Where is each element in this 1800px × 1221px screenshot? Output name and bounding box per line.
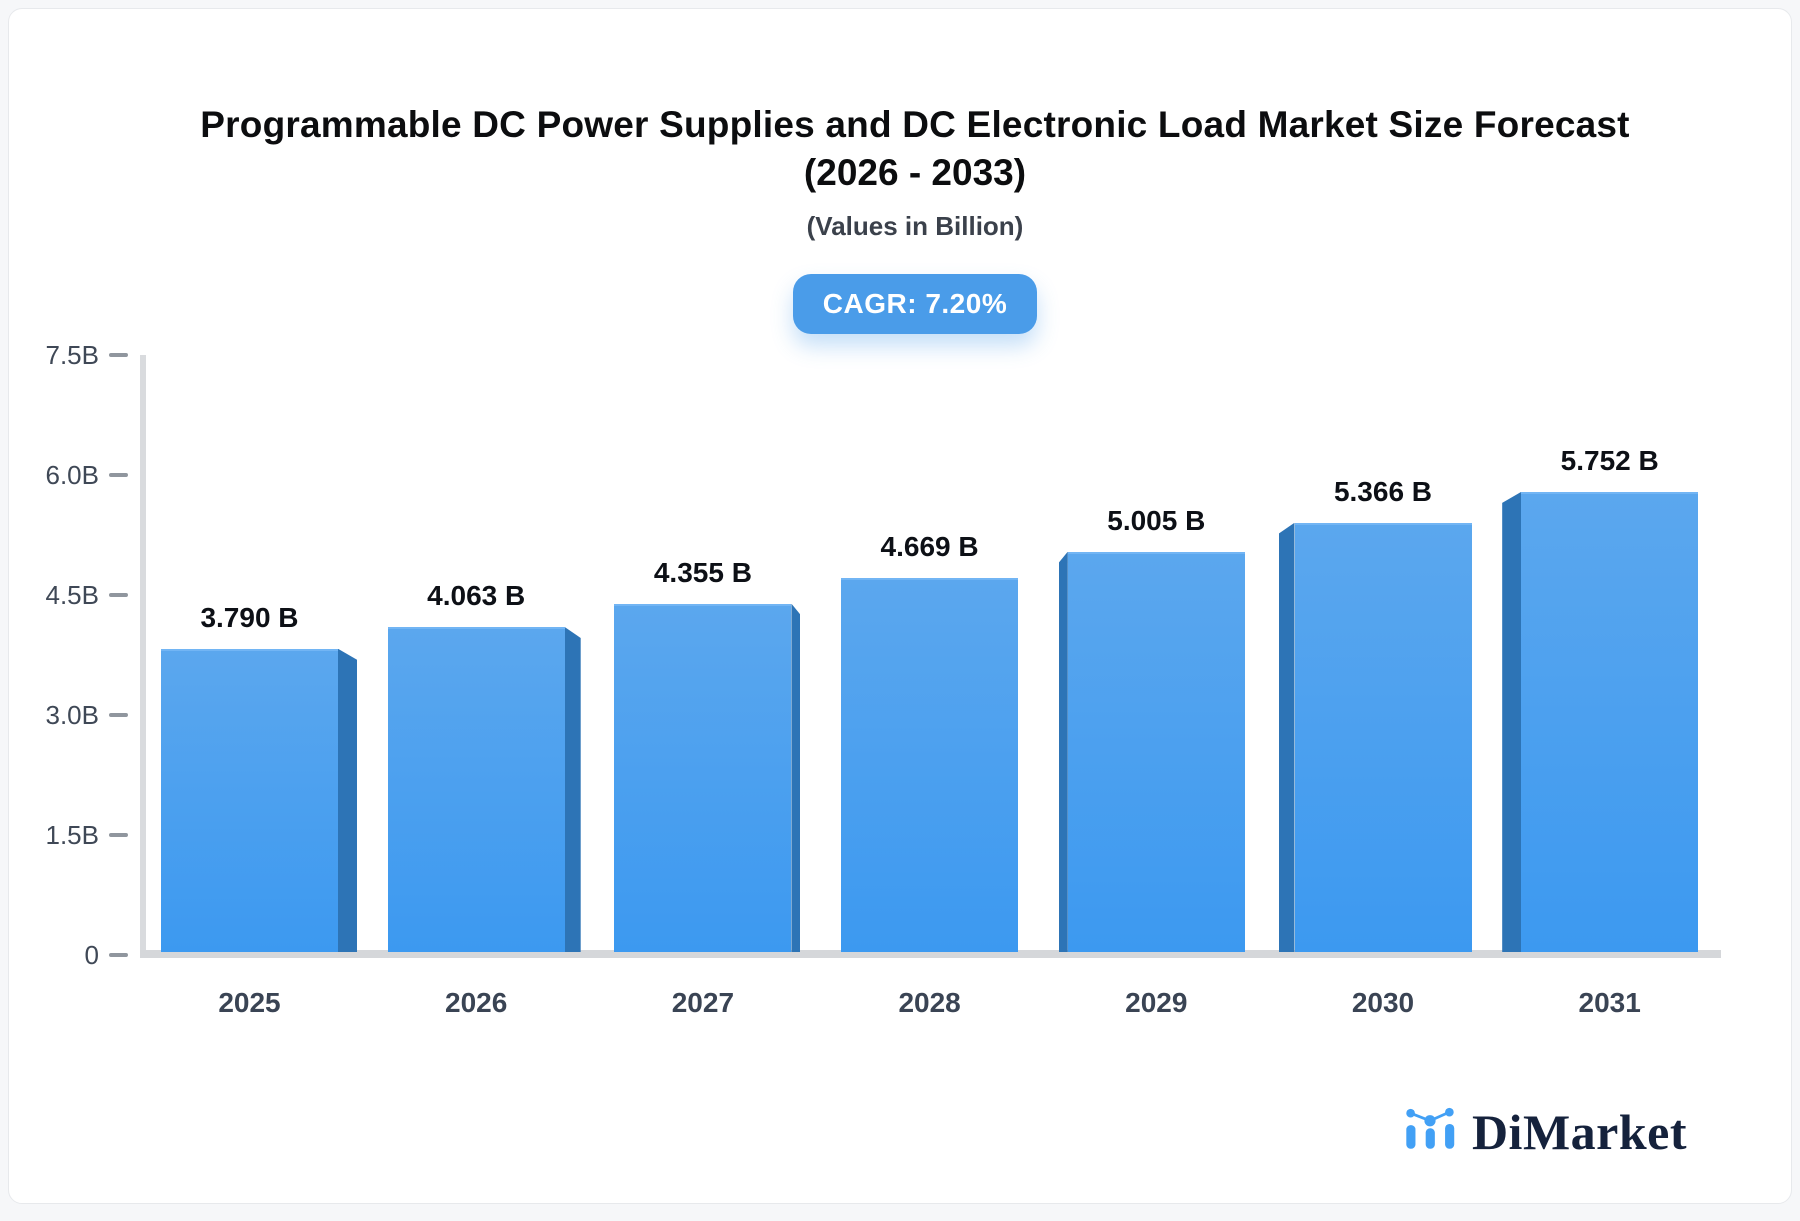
bar: 4.669 B (841, 531, 1019, 952)
bar-value-label: 5.005 B (1107, 504, 1206, 536)
y-tick-label: 3.0B (45, 700, 100, 730)
y-tick-label: 7.5B (45, 340, 100, 370)
y-axis-line (140, 355, 146, 956)
bar-value-label: 5.366 B (1333, 475, 1433, 507)
bar-side (1502, 491, 1522, 952)
x-axis-label: 2025 (218, 987, 281, 1018)
bar: 5.366 B (1278, 476, 1472, 952)
x-axis-label: 2030 (1351, 987, 1415, 1018)
y-tick-label: 6.0B (45, 460, 100, 490)
brand-name: DiMarket (1471, 1104, 1687, 1160)
y-tick-label: 0 (84, 940, 99, 970)
y-tick-dash (109, 593, 128, 597)
bar-face (614, 603, 792, 952)
bar: 4.063 B (387, 580, 581, 952)
bar-value-label: 4.063 B (427, 579, 526, 611)
y-tick-label: 1.5B (45, 820, 100, 850)
y-tick-dash (109, 713, 128, 717)
bar: 4.355 B (614, 557, 801, 952)
bar-side (1278, 522, 1295, 952)
y-tick-dash (109, 833, 128, 837)
bar: 5.752 B (1502, 445, 1699, 952)
x-axis-label: 2027 (671, 987, 735, 1018)
chart-card: Programmable DC Power Supplies and DC El… (8, 8, 1792, 1204)
bar: 5.005 B (1058, 505, 1245, 952)
title-year-range: (2026 - 2033) (803, 152, 1027, 193)
x-axis-label: 2029 (1125, 987, 1188, 1018)
bar-value-label: 3.790 B (200, 601, 299, 633)
chart-header: Programmable DC Power Supplies and DC El… (49, 101, 1781, 334)
bar-side (791, 603, 801, 952)
bar: 3.790 B (161, 602, 357, 952)
chart-subtitle: (Values in Billion) (806, 211, 1024, 241)
bar-side (1058, 551, 1068, 952)
y-tick-dash (109, 953, 128, 957)
y-tick-label: 4.5B (45, 580, 100, 610)
y-tick-dash (109, 473, 128, 477)
bar-face (387, 626, 565, 952)
cagr-badge: CAGR: 7.20% (792, 274, 1038, 334)
x-axis-label: 2026 (445, 987, 508, 1018)
bar-value-label: 5.752 B (1560, 444, 1659, 476)
bar-face (1294, 522, 1472, 952)
bar-side (338, 648, 357, 952)
page-title: Programmable DC Power Supplies and DC El… (200, 104, 1630, 145)
bar-face (1521, 491, 1699, 952)
x-axis-line (140, 950, 1721, 958)
x-axis-label: 2028 (898, 987, 961, 1018)
bar-side (564, 626, 581, 952)
bar-face (841, 578, 1019, 952)
x-axis-label: 2031 (1578, 987, 1641, 1018)
bar-face (1067, 551, 1245, 952)
y-tick-dash (109, 353, 128, 357)
bar-chart-logo-icon (1402, 1098, 1458, 1155)
brand-logo: DiMarket (1402, 1098, 1687, 1160)
bar-value-label: 4.355 B (653, 556, 752, 588)
bar-face (161, 648, 338, 952)
bar-value-label: 4.669 B (880, 531, 979, 563)
